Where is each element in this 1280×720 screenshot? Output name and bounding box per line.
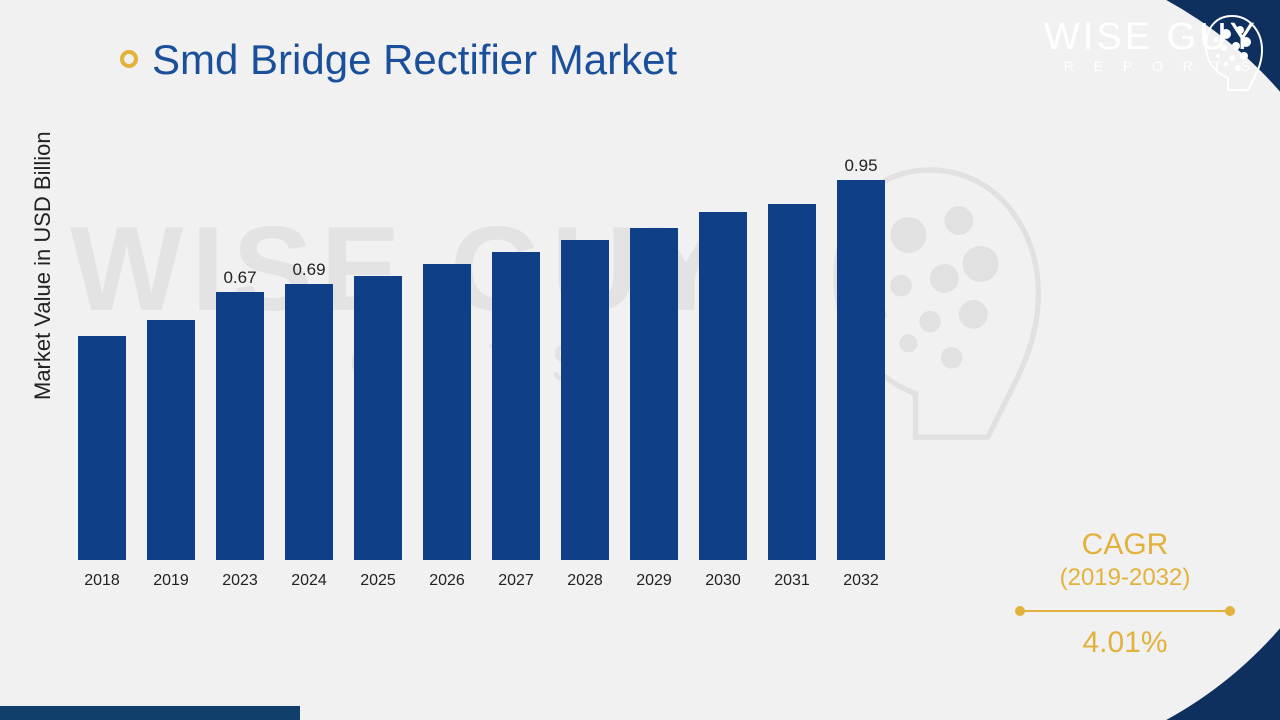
chart-title: Smd Bridge Rectifier Market	[120, 36, 677, 84]
bar	[699, 212, 747, 560]
x-tick-label: 2019	[147, 572, 195, 590]
bar	[147, 320, 195, 560]
x-tick-label: 2029	[630, 572, 678, 590]
bar-value-label: 0.95	[837, 156, 885, 176]
bar-chart: 0.67 0.69 0.95 2018 2019 2023 2024 2025 2026 202…	[78, 160, 908, 590]
bar: 0.95	[837, 180, 885, 560]
cagr-block: CAGR (2019-2032) 4.01%	[1000, 528, 1250, 660]
title-bullet-icon	[120, 50, 138, 68]
x-tick-label: 2032	[837, 572, 885, 590]
bar	[423, 264, 471, 560]
bar	[768, 204, 816, 560]
bar-value-label: 0.67	[216, 268, 264, 288]
bar	[354, 276, 402, 560]
cagr-divider-icon	[1020, 610, 1230, 612]
head-icon	[1196, 12, 1268, 92]
bar-rect	[630, 228, 678, 560]
bar	[78, 336, 126, 560]
bar-rect	[837, 180, 885, 560]
x-tick-label: 2026	[423, 572, 471, 590]
bar-value-label: 0.69	[285, 260, 333, 280]
x-tick-label: 2030	[699, 572, 747, 590]
bar-rect	[285, 284, 333, 560]
cagr-range: (2019-2032)	[1000, 564, 1250, 592]
cagr-value: 4.01%	[1000, 626, 1250, 660]
bar-rect	[78, 336, 126, 560]
bar-rect	[699, 212, 747, 560]
x-tick-label: 2027	[492, 572, 540, 590]
plot-area: 0.67 0.69 0.95	[78, 160, 908, 560]
footer-accent-bar	[0, 706, 300, 720]
x-tick-label: 2025	[354, 572, 402, 590]
bar-rect	[147, 320, 195, 560]
y-axis-label: Market Value in USD Billion	[30, 131, 56, 400]
x-tick-label: 2018	[78, 572, 126, 590]
bar	[492, 252, 540, 560]
bar-rect	[768, 204, 816, 560]
bar	[561, 240, 609, 560]
bar-rect	[492, 252, 540, 560]
x-tick-label: 2028	[561, 572, 609, 590]
brand-logo: WISE GUY R E P O R T S	[998, 18, 1258, 74]
chart-title-text: Smd Bridge Rectifier Market	[152, 36, 677, 83]
bar-rect	[216, 292, 264, 560]
bar-rect	[354, 276, 402, 560]
x-tick-label: 2024	[285, 572, 333, 590]
bar: 0.67	[216, 292, 264, 560]
bar: 0.69	[285, 284, 333, 560]
bar	[630, 228, 678, 560]
x-tick-label: 2031	[768, 572, 816, 590]
cagr-label: CAGR	[1000, 528, 1250, 562]
bar-rect	[561, 240, 609, 560]
x-tick-label: 2023	[216, 572, 264, 590]
bar-rect	[423, 264, 471, 560]
infographic-stage: WISE GUY R E P O R T S Smd Bridge Rectif…	[0, 0, 1280, 720]
